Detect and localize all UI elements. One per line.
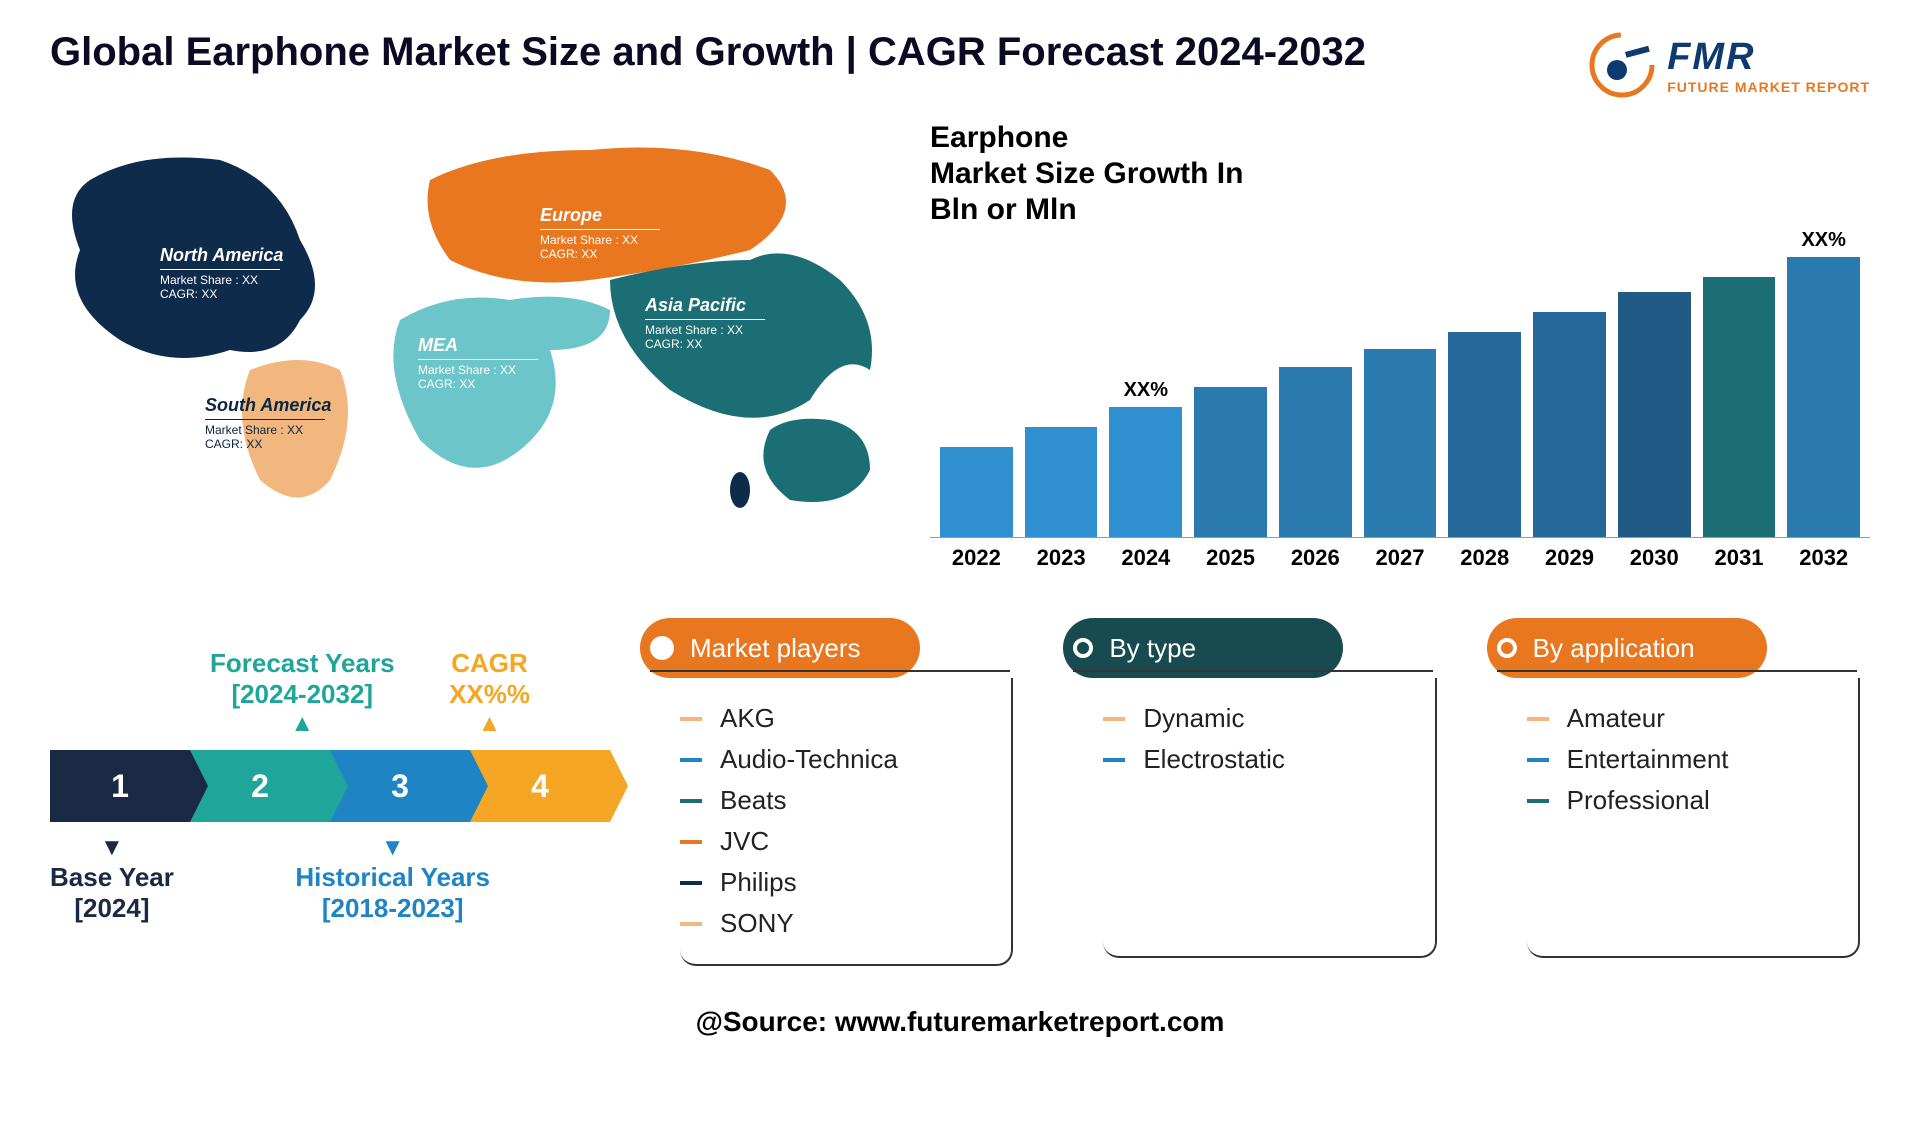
bar-2029: 2029 — [1533, 312, 1606, 537]
cat-item: Audio-Technica — [680, 739, 981, 780]
cat-item: Amateur — [1527, 698, 1828, 739]
world-map: North AmericaMarket Share : XXCAGR: XX So… — [50, 120, 900, 520]
logo-sub-text: FUTURE MARKET REPORT — [1667, 79, 1870, 95]
bar-2022: 2022 — [940, 447, 1013, 537]
cat-header: By type — [1063, 618, 1343, 678]
bar-2027: 2027 — [1364, 349, 1437, 537]
cagr-label: CAGRXX%%▲ — [449, 648, 530, 738]
category-by-application: By application AmateurEntertainmentProfe… — [1487, 618, 1870, 966]
fmr-logo-icon — [1587, 30, 1657, 100]
cat-dot-icon — [650, 636, 674, 660]
cat-item: Dynamic — [1103, 698, 1404, 739]
cat-item: JVC — [680, 821, 981, 862]
region-label-south-america: South AmericaMarket Share : XXCAGR: XX — [205, 395, 331, 451]
historical-label: ▼Historical Years[2018-2023] — [295, 834, 490, 924]
bar-chart: 20222023XX%20242025202620272028202920302… — [930, 238, 1870, 538]
cat-item: Beats — [680, 780, 981, 821]
header: Global Earphone Market Size and Growth |… — [50, 30, 1870, 100]
bar-2028: 2028 — [1448, 332, 1521, 537]
base-year-label: ▼Base Year[2024] — [50, 834, 174, 924]
bar-chart-area: EarphoneMarket Size Growth InBln or Mln … — [930, 120, 1870, 578]
timeline-cell-1: 1 — [50, 750, 190, 822]
cat-body: DynamicElectrostatic — [1103, 678, 1436, 958]
cat-dot-icon — [1073, 638, 1093, 658]
region-label-asia-pacific: Asia PacificMarket Share : XXCAGR: XX — [645, 295, 765, 351]
cat-header: By application — [1487, 618, 1767, 678]
logo-main-text: FMR — [1667, 36, 1870, 79]
cat-header-label: Market players — [690, 633, 861, 664]
timeline-row: 1234 — [50, 750, 610, 822]
region-label-north-america: North AmericaMarket Share : XXCAGR: XX — [160, 245, 283, 301]
cat-header: Market players — [640, 618, 920, 678]
category-market-players: Market players AKGAudio-TechnicaBeatsJVC… — [640, 618, 1023, 966]
chart-title: EarphoneMarket Size Growth InBln or Mln — [930, 120, 1870, 228]
cat-item: Professional — [1527, 780, 1828, 821]
top-row: North AmericaMarket Share : XXCAGR: XX So… — [50, 120, 1870, 578]
bottom-row: Forecast Years[2024-2032]▲ CAGRXX%%▲ 123… — [50, 618, 1870, 966]
page-title: Global Earphone Market Size and Growth |… — [50, 30, 1366, 75]
timeline-cell-2: 2 — [190, 750, 330, 822]
cat-dot-icon — [1497, 638, 1517, 658]
category-by-type: By type DynamicElectrostatic — [1063, 618, 1446, 966]
timeline-cell-3: 3 — [330, 750, 470, 822]
cat-item: AKG — [680, 698, 981, 739]
cat-body: AmateurEntertainmentProfessional — [1527, 678, 1860, 958]
bar-2025: 2025 — [1194, 387, 1267, 537]
cat-item: Entertainment — [1527, 739, 1828, 780]
region-label-europe: EuropeMarket Share : XXCAGR: XX — [540, 205, 660, 261]
cat-header-label: By type — [1109, 633, 1196, 664]
logo: FMR FUTURE MARKET REPORT — [1587, 30, 1870, 100]
map-svg — [50, 120, 900, 520]
bar-2023: 2023 — [1025, 427, 1098, 537]
bar-2030: 2030 — [1618, 292, 1691, 537]
cat-body: AKGAudio-TechnicaBeatsJVCPhilipsSONY — [680, 678, 1013, 966]
source-line: @Source: www.futuremarketreport.com — [50, 1006, 1870, 1038]
bar-2032: XX%2032 — [1787, 257, 1860, 537]
cat-item: Electrostatic — [1103, 739, 1404, 780]
forecast-label: Forecast Years[2024-2032]▲ — [210, 648, 395, 738]
region-label-mea: MEAMarket Share : XXCAGR: XX — [418, 335, 538, 391]
cat-header-label: By application — [1533, 633, 1695, 664]
timeline-cell-4: 4 — [470, 750, 610, 822]
bar-2024: XX%2024 — [1109, 407, 1182, 537]
cat-item: Philips — [680, 862, 981, 903]
timeline-block: Forecast Years[2024-2032]▲ CAGRXX%%▲ 123… — [50, 648, 610, 924]
bar-2026: 2026 — [1279, 367, 1352, 537]
bar-2031: 2031 — [1703, 277, 1776, 537]
cat-item: SONY — [680, 903, 981, 944]
